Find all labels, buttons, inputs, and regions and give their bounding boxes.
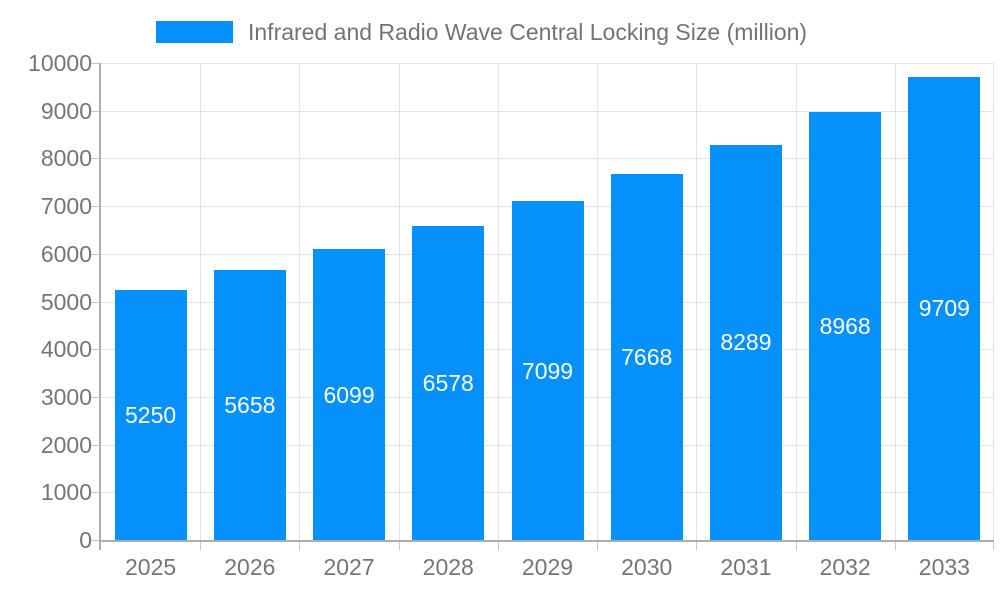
gridline-vertical	[299, 63, 301, 540]
x-axis-tick	[200, 542, 202, 550]
x-axis-tick-label: 2027	[323, 554, 375, 580]
bar-value-label: 9709	[918, 295, 970, 322]
bar-2027[interactable]	[313, 249, 386, 540]
x-axis-tick	[299, 542, 301, 550]
gridline-vertical	[398, 63, 400, 540]
y-axis-tick	[91, 63, 99, 64]
gridline-vertical	[894, 63, 896, 540]
y-axis-tick	[91, 444, 99, 446]
y-axis-tick-label: 4000	[40, 336, 92, 363]
y-axis-tick-label: 7000	[40, 193, 92, 220]
bar-2031[interactable]	[709, 144, 782, 540]
y-axis-line	[99, 63, 101, 550]
bar-value-label: 6578	[422, 370, 474, 397]
bar-2026[interactable]	[213, 270, 286, 540]
gridline-vertical	[200, 63, 202, 540]
legend-item[interactable]: Infrared and Radio Wave Central Locking …	[156, 18, 807, 46]
y-axis-tick-label: 0	[79, 527, 92, 553]
bar-2030[interactable]	[610, 174, 683, 540]
x-axis-tick	[497, 542, 499, 550]
y-axis-tick-label: 9000	[40, 97, 92, 124]
x-axis-tick	[795, 542, 797, 550]
x-axis-tick-label: 2028	[422, 554, 474, 580]
x-axis-tick-label: 2029	[521, 554, 574, 580]
x-axis-tick-label: 2032	[819, 554, 871, 580]
y-axis-tick-label: 8000	[40, 145, 92, 172]
y-axis-tick-label: 6000	[40, 240, 92, 267]
y-axis-tick	[91, 540, 99, 541]
y-axis-tick-label: 1000	[40, 479, 92, 506]
x-axis-tick	[597, 542, 599, 550]
x-axis-tick-label: 2025	[125, 554, 177, 580]
y-axis-tick	[91, 492, 99, 494]
bar-2029[interactable]	[511, 201, 584, 540]
y-axis-tick	[91, 110, 99, 112]
bar-value-label: 8289	[720, 329, 772, 356]
gridline-vertical	[993, 63, 994, 540]
gridline-horizontal	[101, 63, 994, 64]
gridline-horizontal	[101, 110, 994, 112]
gridline-vertical	[497, 63, 499, 540]
bar-value-label: 7668	[621, 344, 673, 371]
y-axis-tick	[91, 158, 99, 160]
x-axis-tick-label: 2033	[918, 554, 970, 580]
y-axis-tick-label: 2000	[40, 431, 92, 458]
x-axis-tick	[993, 542, 994, 550]
y-axis-tick-label: 10000	[28, 50, 92, 76]
gridline-horizontal	[101, 158, 994, 160]
y-axis-tick	[91, 396, 99, 398]
x-axis-tick	[696, 542, 698, 550]
x-axis-tick-label: 2031	[720, 554, 772, 580]
x-axis-tick	[894, 542, 896, 550]
legend-label: Infrared and Radio Wave Central Locking …	[248, 19, 808, 45]
y-axis-tick	[91, 253, 99, 255]
x-axis-tick-label: 2030	[621, 554, 673, 580]
y-axis-tick	[91, 349, 99, 351]
bar-value-label: 5658	[224, 392, 276, 419]
x-axis-tick	[398, 542, 400, 550]
bar-2028[interactable]	[412, 226, 485, 540]
x-axis-line	[99, 540, 994, 542]
bar-2032[interactable]	[809, 112, 882, 540]
bar-2025[interactable]	[114, 289, 187, 540]
gridline-vertical	[795, 63, 797, 540]
y-axis-tick	[91, 206, 99, 208]
gridline-vertical	[597, 63, 599, 540]
x-axis-tick-label: 2026	[224, 554, 276, 580]
y-axis-tick-label: 5000	[40, 288, 92, 315]
bar-value-label: 8968	[819, 313, 871, 340]
gridline-vertical	[696, 63, 698, 540]
bar-2033[interactable]	[908, 76, 981, 540]
y-axis-tick-label: 3000	[40, 383, 92, 410]
bar-value-label: 5250	[125, 401, 177, 428]
y-axis-tick	[91, 301, 99, 303]
bar-value-label: 6099	[323, 381, 375, 408]
bar-value-label: 7099	[521, 357, 574, 384]
legend-swatch	[156, 21, 233, 43]
